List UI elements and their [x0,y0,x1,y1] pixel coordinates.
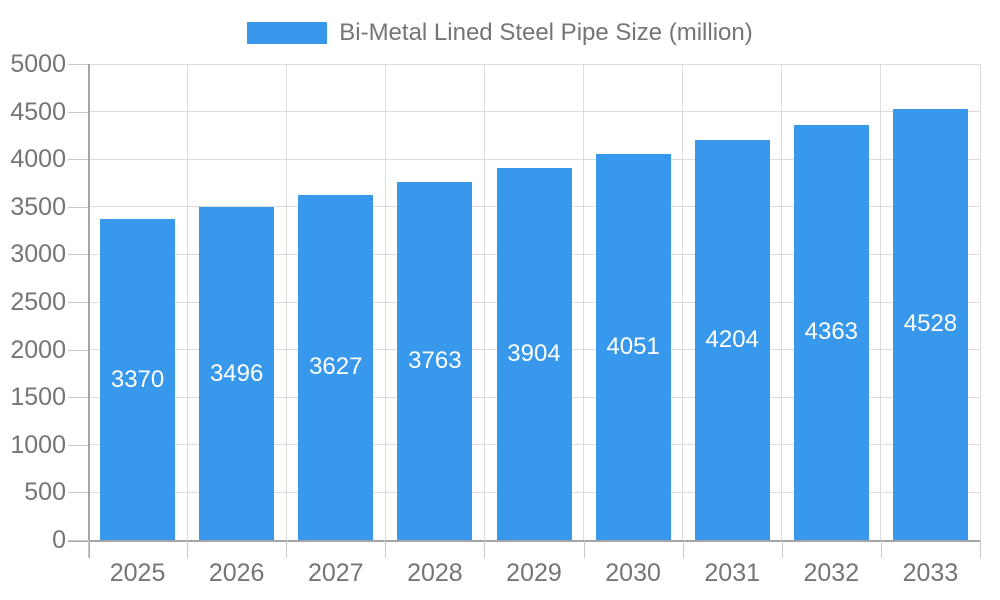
h-gridline [88,158,980,160]
y-axis-tick [68,64,88,65]
y-axis-tick [68,444,88,446]
bar-2032[interactable]: 4363 [793,124,869,540]
y-axis-tick [68,397,88,399]
y-axis-label: 5000 [10,50,66,78]
v-gridline [384,64,386,540]
y-axis-tick [68,492,88,494]
x-axis-tick [286,540,288,558]
x-axis-tick [682,540,684,558]
h-gridline [88,63,980,65]
x-axis-label: 2033 [902,559,959,587]
y-axis-label: 4500 [10,97,66,126]
bar-value-label: 4363 [804,318,859,346]
v-gridline [979,64,981,540]
bar-2029[interactable]: 3904 [496,168,572,540]
bar-value-label: 3496 [209,359,264,387]
y-axis-tick [68,540,88,541]
y-axis-label: 2500 [10,288,66,316]
bar-value-label: 3627 [309,353,363,381]
x-axis-tick [187,540,189,558]
y-axis-label: 3000 [10,240,66,269]
y-axis-tick [68,206,88,208]
x-axis-label: 2029 [506,559,562,587]
bar-value-label: 3370 [110,365,165,393]
x-axis-label: 2026 [208,559,265,587]
legend-label: Bi-Metal Lined Steel Pipe Size (million) [339,19,753,46]
y-axis-tick [68,111,88,113]
bar-value-label: 4051 [606,333,660,361]
v-gridline [285,64,287,540]
x-axis-tick [980,540,981,558]
x-axis-label: 2027 [307,559,364,587]
y-axis-tick [68,302,88,303]
v-gridline [682,64,684,540]
y-axis-label: 3500 [10,192,66,221]
x-axis-tick [484,540,486,558]
bar-2025[interactable]: 3370 [100,219,176,540]
y-axis-label: 4000 [10,145,66,174]
bar-2027[interactable]: 3627 [298,194,374,540]
bar-value-label: 4528 [903,310,958,338]
bar-2028[interactable]: 3763 [397,181,473,540]
y-axis-label: 1000 [10,430,66,459]
bar-2033[interactable]: 4528 [892,108,968,540]
bar-2031[interactable]: 4204 [694,139,770,540]
y-axis-label: 0 [52,526,66,554]
y-axis-tick [68,254,88,256]
v-gridline [880,64,882,540]
y-axis-label: 2000 [10,335,66,364]
x-axis-tick [88,540,89,558]
v-gridline [781,64,783,540]
x-axis-tick [385,540,387,558]
v-gridline [583,64,585,540]
legend-swatch [247,22,328,44]
bar-2030[interactable]: 4051 [595,154,671,540]
x-axis-tick [781,540,783,558]
legend-item[interactable]: Bi-Metal Lined Steel Pipe Size (million) [0,10,1000,56]
bar-2026[interactable]: 3496 [199,207,275,540]
bar-value-label: 3763 [408,346,462,374]
y-axis-tick [68,349,88,351]
x-axis-tick [880,540,882,558]
x-axis-label: 2028 [407,559,463,587]
x-axis-label: 2025 [109,559,166,587]
x-axis-label: 2031 [704,559,761,587]
y-axis-line [88,64,90,558]
x-axis-tick [583,540,585,558]
bar-value-label: 3904 [507,340,561,368]
x-axis-label: 2032 [803,559,860,587]
x-axis-line [68,540,980,542]
h-gridline [88,111,980,113]
plot-area: 3370 3496 3627 3763 3904 4051 4204 4363 4528 [88,63,981,540]
y-axis-label: 1500 [10,383,66,412]
y-axis-tick [68,159,88,161]
bar-value-label: 4204 [705,325,759,353]
y-axis-label: 500 [24,478,66,507]
x-axis-label: 2030 [605,559,661,587]
v-gridline [186,64,188,540]
v-gridline [483,64,485,540]
